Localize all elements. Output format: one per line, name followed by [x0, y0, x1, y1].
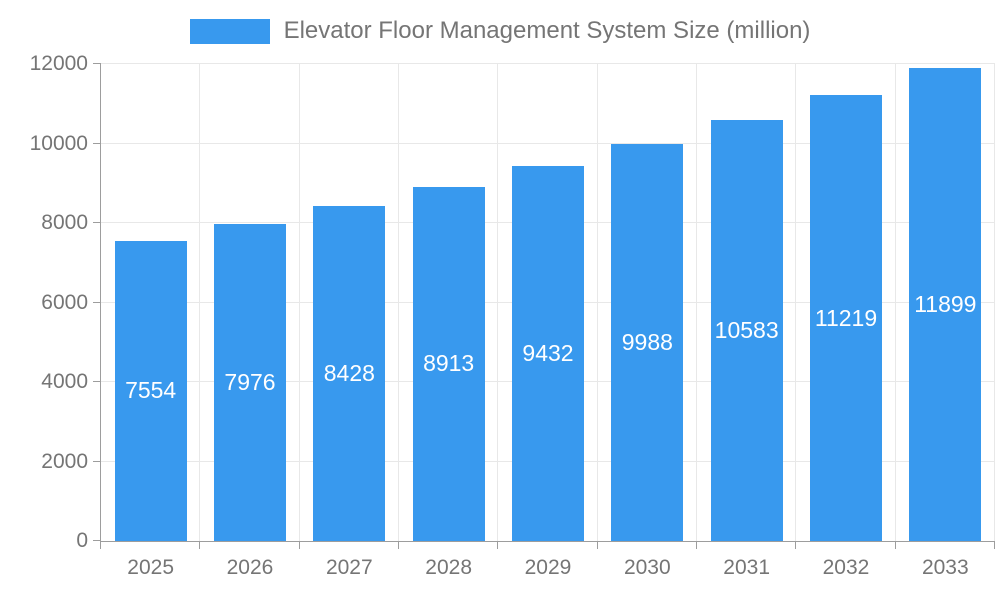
y-axis-label: 4000	[41, 370, 88, 393]
x-axis-tick	[795, 541, 797, 549]
x-axis-label: 2026	[226, 556, 274, 579]
legend-label: Elevator Floor Management System Size (m…	[283, 17, 811, 44]
y-axis-label: 12000	[29, 52, 88, 75]
bar-value-label: 8913	[423, 350, 475, 377]
x-gridline	[199, 64, 201, 541]
x-axis-tick	[199, 541, 201, 549]
bar[interactable]: 7976	[214, 223, 286, 541]
x-gridline	[298, 64, 300, 541]
y-axis-tick	[93, 63, 101, 64]
bar[interactable]: 11219	[810, 95, 882, 541]
x-axis-tick	[596, 541, 598, 549]
legend-swatch	[189, 18, 270, 44]
bar-value-label: 8428	[323, 359, 375, 386]
y-axis-label: 10000	[29, 131, 88, 155]
y-axis-label: 6000	[41, 290, 88, 314]
x-axis-label: 2033	[921, 556, 969, 579]
y-axis-tick	[93, 222, 101, 223]
bar[interactable]: 8913	[412, 186, 485, 541]
x-gridline	[795, 64, 797, 541]
x-axis-tick	[994, 541, 995, 549]
x-axis-label: 2027	[325, 556, 373, 579]
y-axis-label: 2000	[41, 449, 88, 473]
bar[interactable]: 8428	[313, 205, 386, 541]
bar[interactable]: 7554	[114, 240, 187, 541]
bar-value-label: 11219	[814, 304, 878, 331]
y-axis-label: 0	[76, 529, 88, 552]
x-axis-tick	[894, 541, 896, 549]
x-gridline	[994, 64, 995, 541]
x-axis-tick	[696, 541, 697, 549]
y-axis-label: 8000	[41, 211, 88, 234]
x-gridline	[398, 64, 399, 541]
bar-value-label: 9988	[621, 328, 673, 355]
x-axis-tick	[298, 541, 300, 549]
y-axis-tick	[93, 381, 101, 382]
x-axis-tick	[497, 541, 499, 549]
bar-value-label: 10583	[714, 317, 779, 344]
x-axis-label: 2031	[723, 556, 771, 579]
bar-value-label: 9432	[522, 340, 574, 367]
x-axis-label: 2028	[425, 556, 473, 579]
x-axis-label: 2030	[623, 556, 671, 579]
y-axis-tick	[93, 540, 101, 541]
bar[interactable]: 9432	[512, 166, 584, 541]
x-gridline	[497, 64, 499, 541]
x-gridline	[894, 64, 896, 541]
bar-value-label: 11899	[914, 290, 977, 317]
x-axis-label: 2029	[524, 556, 572, 579]
x-axis-tick	[398, 541, 399, 549]
bar[interactable]: 10583	[710, 120, 783, 541]
bar[interactable]: 11899	[909, 68, 982, 541]
x-axis-tick	[100, 541, 101, 549]
x-axis-label: 2025	[127, 556, 175, 579]
y-axis-tick	[93, 460, 101, 462]
x-axis-line	[100, 541, 995, 542]
bar-value-label: 7554	[125, 377, 177, 404]
y-axis-tick	[93, 142, 101, 144]
x-gridline	[596, 64, 598, 541]
y-gridline	[101, 63, 995, 64]
x-gridline	[696, 64, 697, 541]
x-axis-label: 2032	[822, 556, 870, 579]
y-axis-line	[100, 64, 101, 542]
legend[interactable]: Elevator Floor Management System Size (m…	[0, 17, 1000, 45]
bar-value-label: 7976	[224, 368, 276, 395]
bar[interactable]: 9988	[611, 143, 684, 541]
y-axis-tick	[93, 301, 101, 303]
